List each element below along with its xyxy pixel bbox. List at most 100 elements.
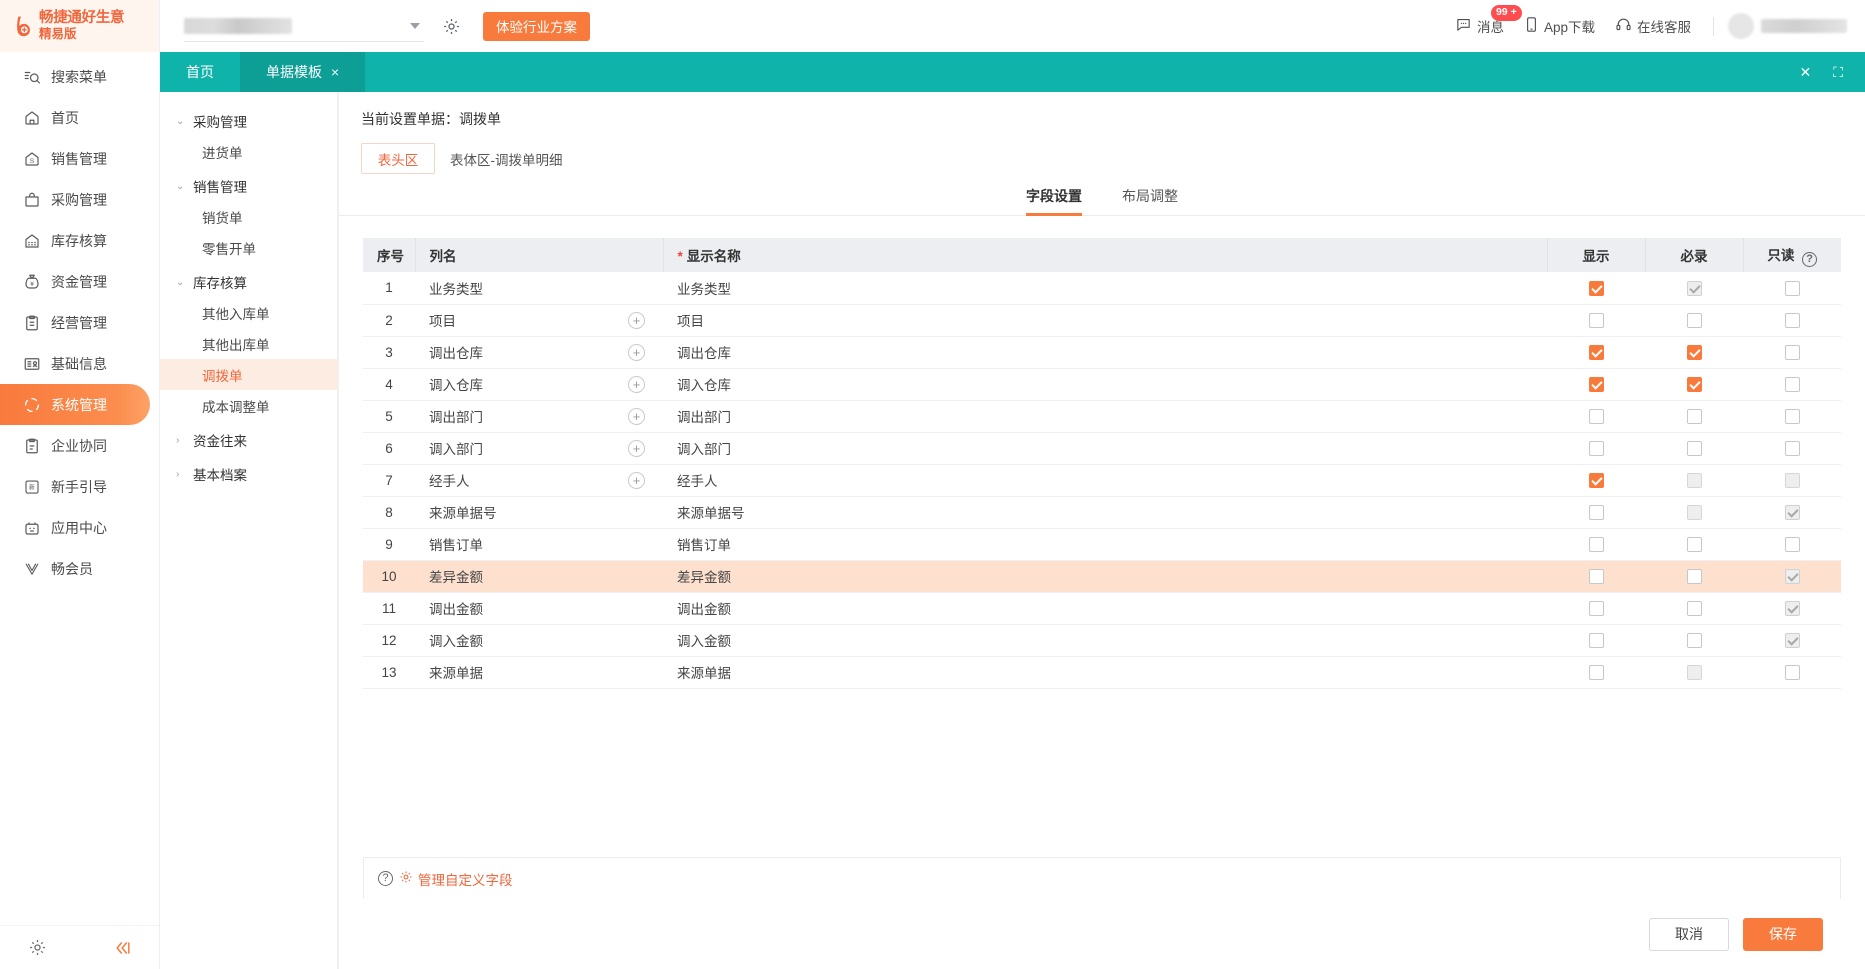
area-tab-body[interactable]: 表体区-调拨单明细 bbox=[450, 152, 563, 168]
cell-display-name[interactable]: 调入部门 bbox=[663, 432, 1547, 465]
cell-display-name[interactable]: 经手人 bbox=[663, 464, 1547, 497]
sidebar-item-funds[interactable]: ¥ 资金管理 bbox=[0, 261, 159, 302]
sidebar-item-inventory[interactable]: 库存核算 bbox=[0, 220, 159, 261]
experience-solution-button[interactable]: 体验行业方案 bbox=[483, 11, 590, 41]
collapse-icon[interactable] bbox=[113, 940, 133, 956]
show-checkbox[interactable] bbox=[1588, 664, 1604, 680]
cell-display-name[interactable]: 项目 bbox=[663, 304, 1547, 337]
cell-display-name[interactable]: 来源单据号 bbox=[663, 496, 1547, 529]
gear-icon[interactable] bbox=[442, 17, 461, 36]
add-field-icon[interactable]: + bbox=[628, 375, 645, 393]
user-profile[interactable] bbox=[1728, 13, 1847, 39]
sidebar-item-collaboration[interactable]: 企业协同 bbox=[0, 425, 159, 466]
menu-item-sales-order[interactable]: 销货单 bbox=[160, 201, 337, 232]
table-row[interactable]: 13 来源单据 来源单据 bbox=[363, 656, 1841, 689]
required-checkbox[interactable] bbox=[1686, 600, 1702, 616]
table-row[interactable]: 1 业务类型 业务类型 bbox=[363, 272, 1841, 305]
online-service-button[interactable]: 在线客服 bbox=[1615, 16, 1691, 36]
required-checkbox[interactable] bbox=[1686, 376, 1702, 392]
app-download-button[interactable]: App下载 bbox=[1524, 16, 1595, 36]
show-checkbox[interactable] bbox=[1588, 632, 1604, 648]
menu-item-transfer-order[interactable]: 调拨单 bbox=[160, 359, 337, 390]
help-icon[interactable]: ? bbox=[378, 871, 393, 886]
menu-group-purchase[interactable]: ⌄ 采购管理 bbox=[160, 106, 337, 136]
cell-display-name[interactable]: 调出部门 bbox=[663, 400, 1547, 433]
table-row[interactable]: 5 调出部门 + 调出部门 bbox=[363, 400, 1841, 433]
show-checkbox[interactable] bbox=[1588, 536, 1604, 552]
cell-display-name[interactable]: 差异金额 bbox=[663, 560, 1547, 593]
add-field-icon[interactable]: + bbox=[628, 311, 645, 329]
sidebar-item-home[interactable]: 首页 bbox=[0, 97, 159, 138]
required-checkbox[interactable] bbox=[1686, 536, 1702, 552]
table-row[interactable]: 4 调入仓库 + 调入仓库 bbox=[363, 368, 1841, 401]
show-checkbox[interactable] bbox=[1588, 376, 1604, 392]
fullscreen-icon[interactable]: ⛶ bbox=[1833, 63, 1843, 80]
show-checkbox[interactable] bbox=[1588, 568, 1604, 584]
add-field-icon[interactable]: + bbox=[628, 471, 645, 489]
sidebar-item-guide[interactable]: 新 新手引导 bbox=[0, 466, 159, 507]
sidebar-item-app-center[interactable]: 应用中心 bbox=[0, 507, 159, 548]
add-field-icon[interactable]: + bbox=[628, 343, 645, 361]
show-checkbox[interactable] bbox=[1588, 280, 1604, 296]
menu-item-other-inbound[interactable]: 其他入库单 bbox=[160, 297, 337, 328]
show-checkbox[interactable] bbox=[1588, 600, 1604, 616]
sub-tab-field-settings[interactable]: 字段设置 bbox=[1026, 186, 1082, 216]
cell-display-name[interactable]: 调入金额 bbox=[663, 624, 1547, 657]
table-row[interactable]: 11 调出金额 调出金额 bbox=[363, 592, 1841, 625]
sidebar-item-vip[interactable]: 畅会员 bbox=[0, 548, 159, 589]
show-checkbox[interactable] bbox=[1588, 312, 1604, 328]
readonly-checkbox[interactable] bbox=[1784, 280, 1800, 296]
readonly-checkbox[interactable] bbox=[1784, 536, 1800, 552]
close-icon[interactable]: × bbox=[331, 64, 340, 80]
cell-display-name[interactable]: 销售订单 bbox=[663, 528, 1547, 561]
sidebar-item-search-menu[interactable]: 搜索菜单 bbox=[0, 56, 159, 97]
readonly-checkbox[interactable] bbox=[1784, 376, 1800, 392]
menu-group-sales[interactable]: ⌄ 销售管理 bbox=[160, 171, 337, 201]
menu-group-basic-archives[interactable]: › 基本档案 bbox=[160, 459, 337, 489]
menu-item-other-outbound[interactable]: 其他出库单 bbox=[160, 328, 337, 359]
show-checkbox[interactable] bbox=[1588, 440, 1604, 456]
tab-document-template[interactable]: 单据模板 × bbox=[240, 52, 366, 92]
cell-display-name[interactable]: 调入仓库 bbox=[663, 368, 1547, 401]
table-row[interactable]: 6 调入部门 + 调入部门 bbox=[363, 432, 1841, 465]
messages-button[interactable]: 消息 99 + bbox=[1455, 5, 1522, 36]
show-checkbox[interactable] bbox=[1588, 344, 1604, 360]
required-checkbox[interactable] bbox=[1686, 632, 1702, 648]
show-checkbox[interactable] bbox=[1588, 408, 1604, 424]
sub-tab-layout-adjust[interactable]: 布局调整 bbox=[1122, 188, 1178, 204]
save-button[interactable]: 保存 bbox=[1743, 917, 1823, 951]
sidebar-item-purchase[interactable]: 采购管理 bbox=[0, 179, 159, 220]
table-row[interactable]: 12 调入金额 调入金额 bbox=[363, 624, 1841, 657]
menu-item-purchase-order[interactable]: 进货单 bbox=[160, 136, 337, 167]
readonly-checkbox[interactable] bbox=[1784, 312, 1800, 328]
readonly-checkbox[interactable] bbox=[1784, 344, 1800, 360]
cell-display-name[interactable]: 来源单据 bbox=[663, 656, 1547, 689]
table-row[interactable]: 7 经手人 + 经手人 bbox=[363, 464, 1841, 497]
close-icon[interactable]: ✕ bbox=[1799, 63, 1812, 80]
show-checkbox[interactable] bbox=[1588, 472, 1604, 488]
menu-item-retail-billing[interactable]: 零售开单 bbox=[160, 232, 337, 263]
add-field-icon[interactable]: + bbox=[628, 439, 645, 457]
menu-group-fund-transactions[interactable]: › 资金往来 bbox=[160, 425, 337, 455]
organization-select[interactable] bbox=[184, 11, 424, 42]
required-checkbox[interactable] bbox=[1686, 312, 1702, 328]
table-row[interactable]: 9 销售订单 销售订单 bbox=[363, 528, 1841, 561]
sidebar-item-operations[interactable]: 经营管理 bbox=[0, 302, 159, 343]
tab-home[interactable]: 首页 bbox=[160, 52, 240, 92]
menu-group-inventory[interactable]: ⌄ 库存核算 bbox=[160, 267, 337, 297]
table-row[interactable]: 3 调出仓库 + 调出仓库 bbox=[363, 336, 1841, 369]
sidebar-item-system-settings[interactable]: 系统管理 bbox=[0, 384, 150, 425]
manage-custom-fields-link[interactable]: 管理自定义字段 bbox=[399, 869, 513, 889]
readonly-checkbox[interactable] bbox=[1784, 664, 1800, 680]
cell-display-name[interactable]: 调出金额 bbox=[663, 592, 1547, 625]
required-checkbox[interactable] bbox=[1686, 344, 1702, 360]
readonly-checkbox[interactable] bbox=[1784, 440, 1800, 456]
menu-item-cost-adjustment[interactable]: 成本调整单 bbox=[160, 390, 337, 421]
area-tab-header[interactable]: 表头区 bbox=[361, 143, 435, 174]
required-checkbox[interactable] bbox=[1686, 408, 1702, 424]
help-icon[interactable]: ? bbox=[1802, 251, 1818, 267]
sidebar-item-sales[interactable]: S 销售管理 bbox=[0, 138, 159, 179]
cancel-button[interactable]: 取消 bbox=[1649, 917, 1729, 951]
table-row[interactable]: 2 项目 + 项目 bbox=[363, 304, 1841, 337]
add-field-icon[interactable]: + bbox=[628, 407, 645, 425]
